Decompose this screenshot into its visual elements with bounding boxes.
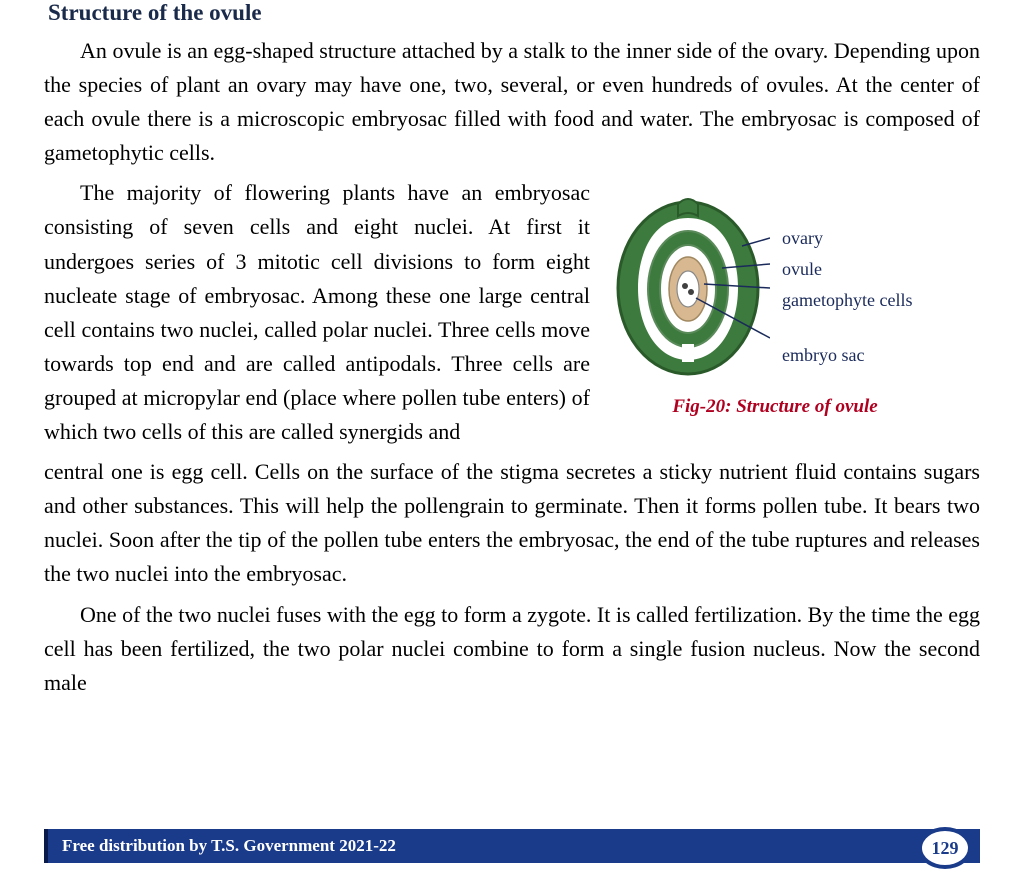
paragraph-2-left: The majority of flowering plants have an…	[44, 176, 590, 449]
figure-ovule: ovary ovule gametophyte cells embryo sac…	[610, 176, 980, 418]
para3-text: One of the two nuclei fuses with the egg…	[44, 602, 980, 695]
paragraph-1: An ovule is an egg-shaped structure atta…	[44, 34, 980, 170]
footer-text: Free distribution by T.S. Government 202…	[62, 836, 396, 856]
paragraph-2-rest: central one is egg cell. Cells on the su…	[44, 455, 980, 591]
label-ovule: ovule	[782, 259, 912, 280]
label-ovary: ovary	[782, 228, 912, 249]
para1-text: An ovule is an egg-shaped structure atta…	[44, 38, 980, 165]
para2-rest-text: central one is egg cell. Cells on the su…	[44, 459, 980, 586]
ovule-diagram	[610, 188, 770, 378]
label-embryosac: embryo sac	[782, 345, 912, 366]
label-gametophyte: gametophyte cells	[782, 290, 912, 311]
figure-labels: ovary ovule gametophyte cells embryo sac	[782, 200, 912, 366]
footer-bar: Free distribution by T.S. Government 202…	[44, 829, 980, 863]
section-heading: Structure of the ovule	[44, 0, 980, 26]
para2-left-text: The majority of flowering plants have an…	[44, 180, 590, 444]
figure-caption: Fig-20: Structure of ovule	[610, 396, 980, 418]
paragraph-3: One of the two nuclei fuses with the egg…	[44, 598, 980, 700]
page-number-badge: 129	[918, 827, 972, 869]
